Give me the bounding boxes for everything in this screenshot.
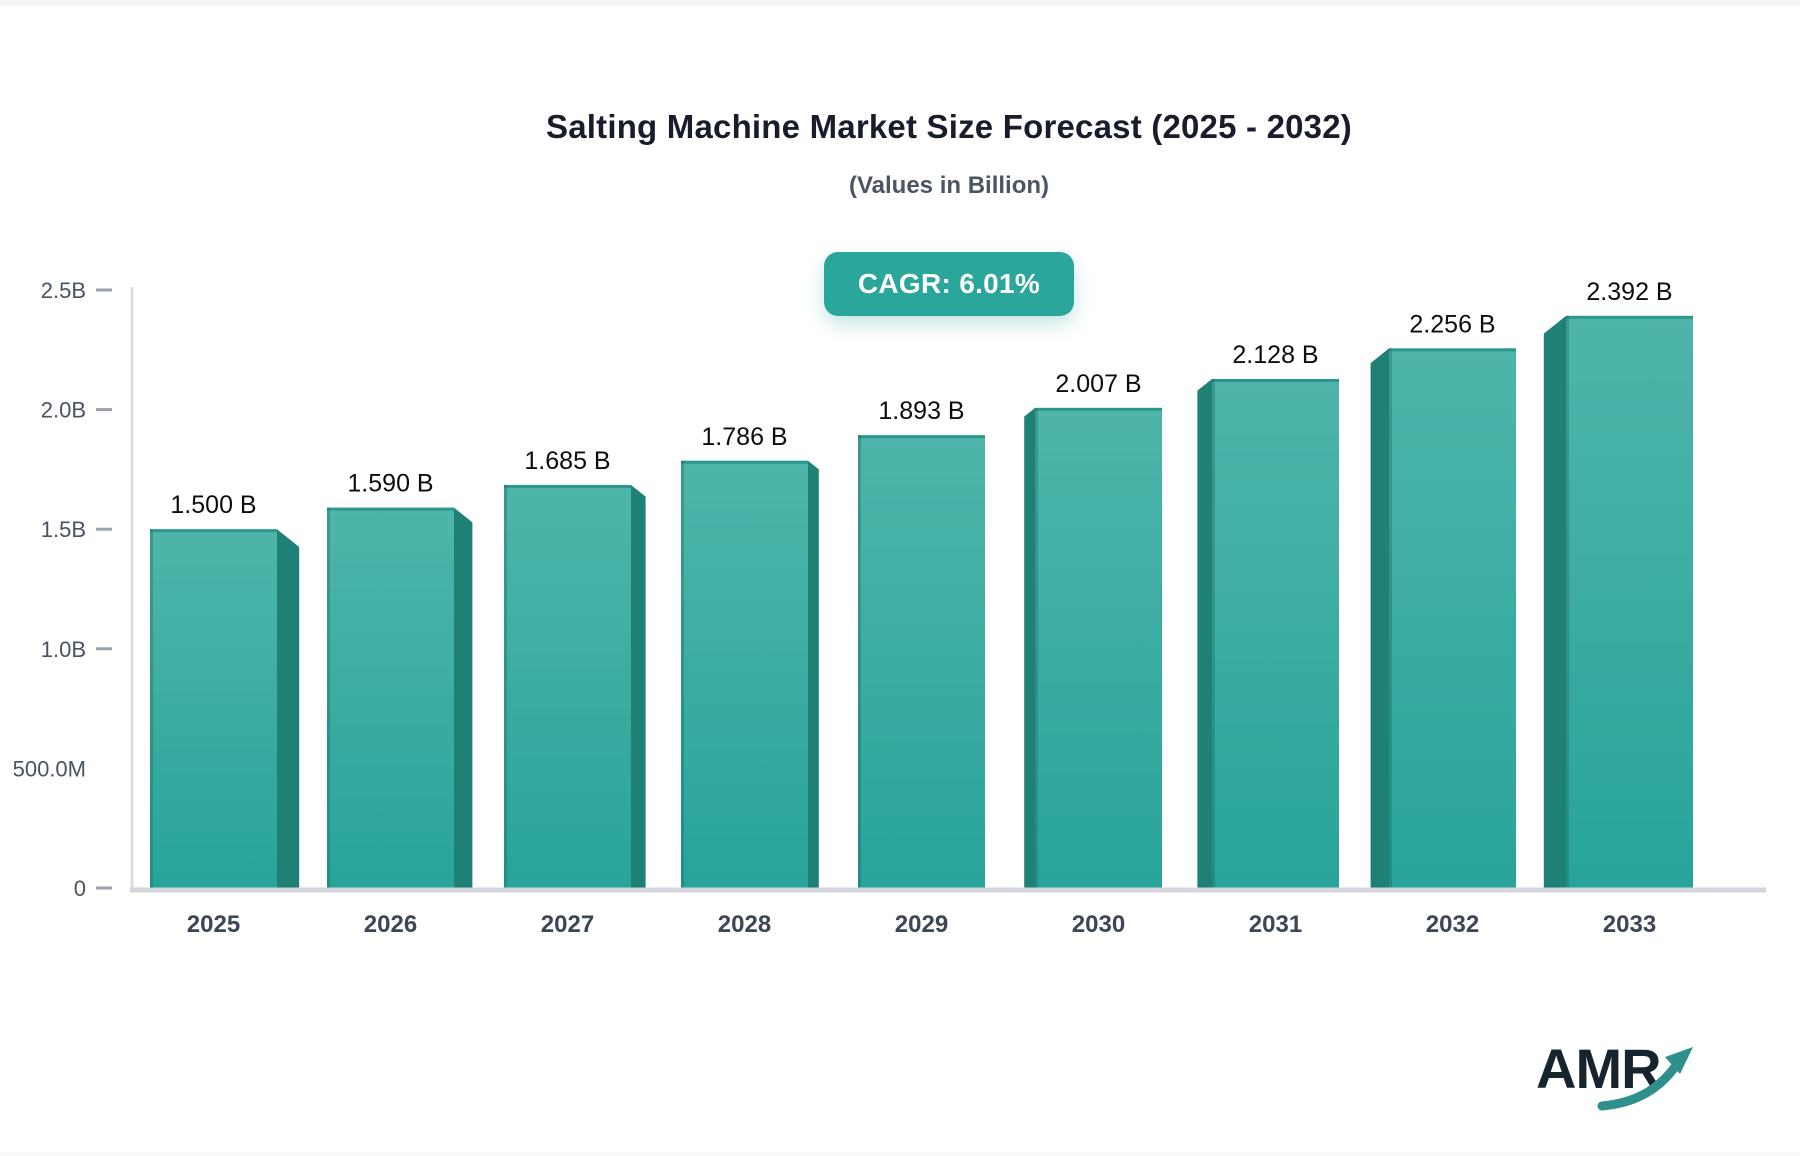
y-tick-label: 0	[74, 876, 86, 901]
bar-front-face	[327, 507, 454, 888]
bar-value-label: 1.590 B	[347, 470, 433, 498]
bar-front-face	[858, 435, 985, 888]
x-category-label: 2027	[541, 911, 594, 938]
bar-side-face	[631, 484, 646, 888]
bar-value-label: 1.500 B	[170, 491, 256, 519]
y-tick-label: 1.0B	[41, 637, 86, 662]
x-category-label: 2032	[1426, 911, 1479, 938]
bar-2025: 1.500 B 2025	[150, 491, 300, 938]
bar-front-face	[1212, 378, 1339, 888]
growth-arrow-icon	[1597, 1047, 1693, 1111]
y-tick-label: 2.5B	[41, 278, 86, 303]
y-tick-label: 1.5B	[41, 517, 86, 542]
x-category-label: 2031	[1249, 911, 1302, 938]
bar-2030: 2.007 B 2030	[1024, 370, 1162, 938]
cagr-badge: CAGR: 6.01%	[823, 252, 1075, 316]
x-category-label: 2030	[1072, 911, 1125, 938]
bar-value-label: 1.685 B	[524, 447, 610, 475]
bar-2033: 2.392 B 2033	[1543, 278, 1693, 938]
bar-2029: 1.893 B 2029	[858, 397, 985, 938]
bar-value-label: 1.786 B	[701, 423, 787, 451]
bar-value-label: 2.007 B	[1055, 370, 1141, 398]
bar-front-face	[681, 460, 808, 888]
bar-value-label: 2.128 B	[1232, 341, 1318, 369]
x-category-label: 2033	[1603, 911, 1656, 938]
bar-value-label: 2.256 B	[1409, 310, 1495, 338]
bar-front-face	[504, 484, 631, 888]
y-tick-label: 500.0M	[13, 756, 86, 781]
amr-logo: AMR	[1530, 1030, 1790, 1140]
page-bottom-strip	[0, 1152, 1800, 1156]
bar-2026: 1.590 B 2026	[327, 470, 473, 938]
bar-2027: 1.685 B 2027	[504, 447, 646, 938]
bar-front-face	[150, 529, 277, 888]
arrow-head	[1665, 1047, 1693, 1074]
x-category-label: 2029	[895, 911, 948, 938]
x-category-label: 2028	[718, 911, 771, 938]
bar-value-label: 2.392 B	[1586, 278, 1672, 306]
bar-2028: 1.786 B 2028	[681, 423, 819, 938]
y-tick-label: 2.0B	[41, 398, 86, 423]
bar-side-face	[808, 460, 819, 888]
chart-title: Salting Machine Market Size Forecast (20…	[546, 108, 1352, 145]
bar-side-face	[1197, 378, 1212, 888]
x-category-label: 2026	[364, 911, 417, 938]
bar-value-label: 1.893 B	[878, 397, 964, 425]
bar-side-face	[1024, 407, 1035, 888]
bar-side-face	[1370, 348, 1389, 888]
bar-side-face	[454, 507, 473, 888]
bar-2032: 2.256 B 2032	[1370, 310, 1516, 938]
bar-side-face	[277, 529, 300, 888]
bar-front-face	[1389, 348, 1516, 888]
x-category-label: 2025	[187, 911, 240, 938]
bar-front-face	[1035, 407, 1162, 888]
bar-side-face	[1543, 315, 1566, 888]
bar-2031: 2.128 B 2031	[1197, 341, 1339, 938]
cagr-badge-wrap: CAGR: 6.01%	[132, 252, 1766, 316]
arrow-shaft	[1597, 1062, 1680, 1111]
amr-logo-text: AMR	[1536, 1037, 1662, 1100]
page-top-strip	[0, 0, 1800, 6]
chart-subtitle: (Values in Billion)	[848, 172, 1050, 199]
bar-front-face	[1566, 315, 1693, 888]
